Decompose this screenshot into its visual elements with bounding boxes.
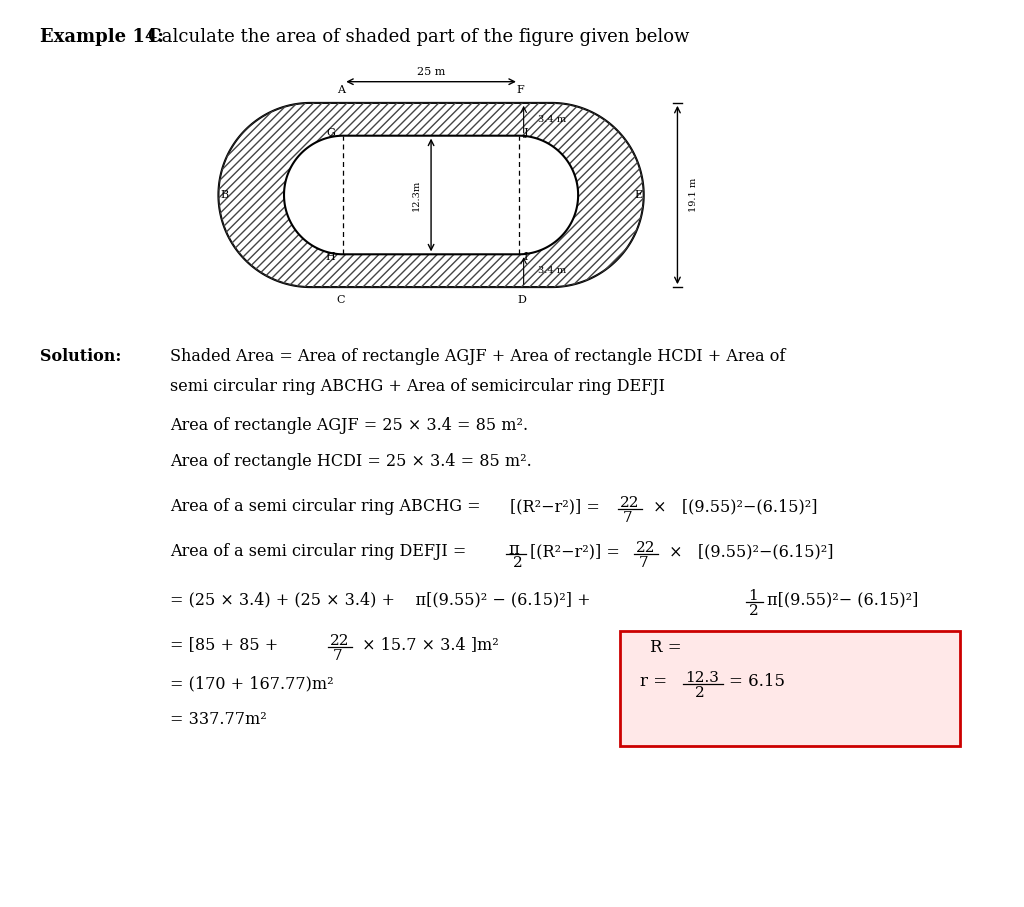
Text: 2: 2: [749, 604, 759, 618]
Text: r =: r =: [640, 673, 673, 690]
Text: D: D: [517, 295, 526, 305]
Text: 19.1 m: 19.1 m: [689, 178, 698, 212]
Bar: [620, 631, 961, 746]
Text: 7: 7: [333, 649, 343, 663]
Text: 3.4 m: 3.4 m: [538, 115, 566, 123]
Text: Shaded Area = Area of rectangle AGJF + Area of rectangle HCDI + Area of: Shaded Area = Area of rectangle AGJF + A…: [170, 348, 785, 365]
Text: = (170 + 167.77)m²: = (170 + 167.77)m²: [170, 675, 334, 692]
Text: 1: 1: [748, 589, 758, 603]
Text: Example 14:: Example 14:: [40, 28, 164, 46]
Text: 7: 7: [639, 556, 648, 570]
Text: = [85 + 85 +: = [85 + 85 +: [170, 636, 284, 653]
Polygon shape: [218, 102, 644, 288]
Text: R =: R =: [650, 639, 682, 656]
Text: 3.4 m: 3.4 m: [538, 266, 566, 275]
Text: π: π: [508, 541, 519, 558]
Text: I: I: [523, 252, 528, 262]
Polygon shape: [284, 136, 579, 254]
Text: A: A: [337, 85, 345, 95]
Text: Area of a semi circular ring DEFJI =: Area of a semi circular ring DEFJI =: [170, 543, 471, 560]
Text: 2: 2: [513, 556, 522, 570]
Text: 12.3: 12.3: [685, 671, 719, 685]
Text: ×   [(9.55)²−(6.15)²]: × [(9.55)²−(6.15)²]: [648, 498, 817, 515]
Text: 7: 7: [623, 511, 633, 525]
Text: semi circular ring ABCHG + Area of semicircular ring DEFJI: semi circular ring ABCHG + Area of semic…: [170, 378, 665, 395]
Text: [(R²−r²)] =: [(R²−r²)] =: [510, 498, 605, 515]
Text: × 15.7 × 3.4 ]m²: × 15.7 × 3.4 ]m²: [357, 636, 499, 653]
Text: ×   [(9.55)²−(6.15)²]: × [(9.55)²−(6.15)²]: [664, 543, 834, 560]
Text: G: G: [327, 128, 336, 138]
Text: B: B: [220, 190, 228, 200]
Text: 2: 2: [695, 686, 705, 700]
Text: = 337.77m²: = 337.77m²: [170, 711, 266, 728]
Text: 22: 22: [620, 496, 640, 510]
Text: = (25 × 3.4) + (25 × 3.4) +    π[(9.55)² − (6.15)²] +: = (25 × 3.4) + (25 × 3.4) + π[(9.55)² − …: [170, 591, 596, 608]
Text: H: H: [326, 252, 336, 262]
Text: 22: 22: [330, 634, 349, 648]
Text: Calculate the area of shaded part of the figure given below: Calculate the area of shaded part of the…: [148, 28, 689, 46]
Text: 22: 22: [636, 541, 655, 555]
Text: E: E: [634, 190, 642, 200]
Text: J: J: [523, 128, 528, 138]
Text: = 6.15: = 6.15: [729, 673, 785, 690]
Text: π[(9.55)²− (6.15)²]: π[(9.55)²− (6.15)²]: [767, 591, 919, 608]
Text: 25 m: 25 m: [417, 67, 445, 77]
Text: Area of a semi circular ring ABCHG =: Area of a semi circular ring ABCHG =: [170, 498, 485, 515]
Text: C: C: [336, 295, 345, 305]
Text: Area of rectangle HCDI = 25 × 3.4 = 85 m².: Area of rectangle HCDI = 25 × 3.4 = 85 m…: [170, 453, 531, 470]
Text: 12.3m: 12.3m: [412, 180, 421, 210]
Text: Area of rectangle AGJF = 25 × 3.4 = 85 m².: Area of rectangle AGJF = 25 × 3.4 = 85 m…: [170, 417, 528, 434]
Text: Solution:: Solution:: [40, 348, 122, 365]
Text: F: F: [517, 85, 524, 95]
Text: [(R²−r²)] =: [(R²−r²)] =: [530, 543, 625, 560]
